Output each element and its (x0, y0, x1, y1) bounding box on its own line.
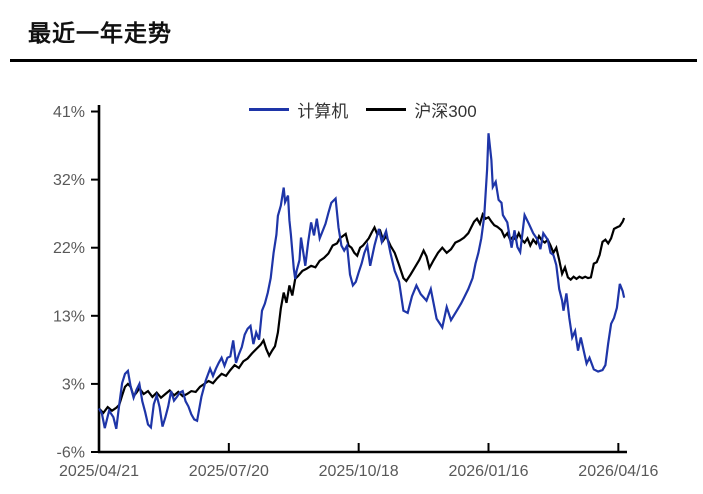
title-underline (10, 59, 697, 62)
y-axis-tick-label: -6% (57, 445, 85, 462)
y-axis-tick-label: 13% (53, 308, 85, 325)
x-axis-tick-label: 2025/04/21 (59, 463, 139, 480)
x-axis-tick-label: 2026/04/16 (578, 463, 658, 480)
legend-line-computer-icon (249, 108, 290, 111)
legend-label-csi300: 沪深300 (414, 102, 477, 121)
y-axis-tick-label: 32% (53, 172, 85, 189)
series-line-csi300 (98, 211, 626, 415)
x-axis-tick-label: 2025/07/20 (189, 463, 269, 480)
x-axis-tick-label: 2025/10/18 (319, 463, 399, 480)
y-axis-tick-label: 22% (53, 240, 85, 257)
y-axis-tick-label: 41% (53, 104, 85, 121)
chart-legend: 计算机 沪深300 (99, 97, 627, 122)
legend-item-csi300: 沪深300 (366, 97, 477, 122)
x-axis-tick-label: 2026/01/16 (448, 463, 528, 480)
y-axis-tick-label: 3% (62, 376, 85, 393)
series-line-computer (98, 133, 626, 430)
legend-item-computer: 计算机 (249, 97, 348, 122)
legend-line-csi300-icon (366, 108, 407, 111)
page-title: 最近一年走势 (28, 20, 172, 46)
legend-label-computer: 计算机 (297, 102, 349, 121)
